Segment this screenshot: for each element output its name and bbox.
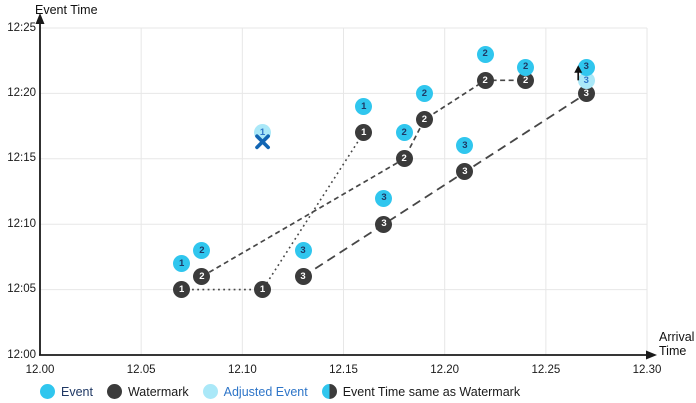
legend-watermark-swatch-icon <box>106 384 122 399</box>
event-point: 3 <box>456 137 474 155</box>
watermark-point: 3 <box>294 268 312 286</box>
y-tick-label: 12:05 <box>7 283 36 296</box>
event-point: 1 <box>355 97 373 115</box>
event-point: 2 <box>193 241 211 259</box>
watermark-point: 3 <box>577 84 595 102</box>
watermark-line-1 <box>181 132 365 291</box>
y-tick-label: 12:20 <box>7 86 36 99</box>
event-point: 2 <box>517 58 535 76</box>
dropped-event-x-icon <box>255 134 270 150</box>
legend-label: Watermark <box>127 384 189 399</box>
legend: Event Watermark Adjusted Event Event Time s… <box>40 384 520 399</box>
legend-label: Adjusted Event <box>223 384 308 399</box>
legend-item-adjusted: Adjusted Event <box>202 384 308 399</box>
x-tick-label: 12.10 <box>227 364 257 376</box>
watermark-point: 2 <box>476 71 494 89</box>
watermark-point: 2 <box>517 71 535 89</box>
watermark-line-3 <box>302 92 587 278</box>
event-point: 2 <box>395 124 413 142</box>
y-tick-label: 12:25 <box>7 21 36 34</box>
y-tick-label: 12:00 <box>7 348 36 361</box>
y-axis-title: Event Time <box>35 3 98 17</box>
x-axis-arrow-icon <box>646 350 657 360</box>
watermark-point: 3 <box>456 163 474 181</box>
watermark-line-2 <box>201 79 526 278</box>
x-tick-label: 12.05 <box>126 364 156 376</box>
legend-event-swatch-icon <box>40 384 55 399</box>
legend-adjusted-swatch-icon <box>202 384 218 399</box>
watermark-point: 3 <box>375 215 393 233</box>
event-point: 3 <box>577 58 595 76</box>
legend-half-swatch-icon <box>321 384 337 399</box>
x-tick-label: 12.20 <box>430 364 460 376</box>
x-tick-label: 12.30 <box>632 364 662 376</box>
legend-label: Event <box>61 384 93 399</box>
x-tick-label: 12.15 <box>329 364 358 376</box>
event-point: 2 <box>415 84 433 102</box>
legend-item-event: Event <box>40 384 93 399</box>
watermark-point: 1 <box>355 124 373 142</box>
y-tick-label: 12:15 <box>7 152 36 165</box>
event-point: 2 <box>476 45 494 63</box>
watermark-point: 2 <box>193 268 211 286</box>
adjusted-event-point: 3 <box>577 71 595 89</box>
event-point: 3 <box>294 241 312 259</box>
x-tick-label: 12.25 <box>531 364 561 376</box>
watermark-point: 2 <box>395 150 413 168</box>
y-axis-arrow-icon <box>35 13 45 24</box>
y-tick-label: 12:10 <box>7 217 36 230</box>
event-point: 3 <box>375 189 393 207</box>
x-tick-label: 12.00 <box>25 364 55 376</box>
up-arrow-icon <box>574 65 583 73</box>
legend-label: Event Time same as Watermark <box>342 384 521 399</box>
watermark-point: 2 <box>415 111 433 129</box>
watermark-point: 1 <box>254 281 272 299</box>
event-point: 1 <box>173 254 191 272</box>
legend-item-watermark: Watermark <box>106 384 189 399</box>
watermark-point: 1 <box>173 281 191 299</box>
legend-item-half: Event Time same as Watermark <box>321 384 521 399</box>
x-axis-title: Arrival Time <box>659 330 695 358</box>
